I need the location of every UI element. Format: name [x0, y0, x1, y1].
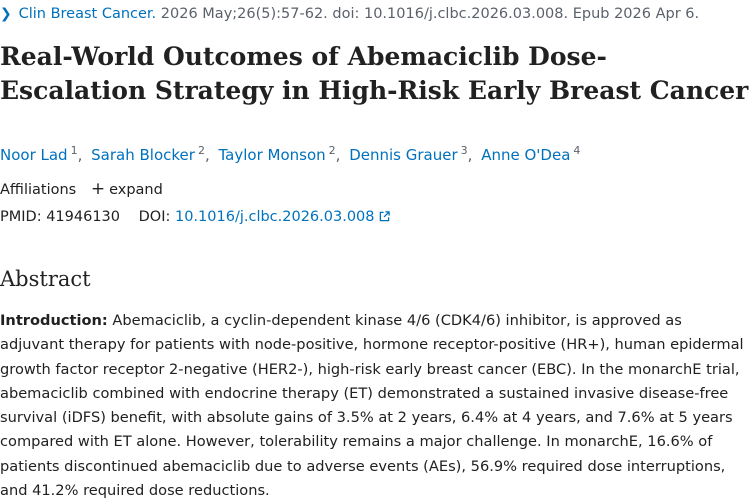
author-separator: ,: [335, 146, 341, 164]
authors-list: Noor Lad 1, Sarah Blocker 2, Taylor Monson…: [0, 140, 580, 166]
doi-link[interactable]: 10.1016/j.clbc.2026.03.008: [175, 209, 390, 225]
affiliation-number[interactable]: 2: [197, 144, 205, 157]
affiliation-number[interactable]: 2: [328, 144, 336, 157]
citation-details: 2026 May;26(5):57-62. doi: 10.1016/j.clb…: [160, 6, 700, 22]
pmid-label: PMID:: [0, 209, 42, 225]
abstract-heading: Abstract: [0, 267, 91, 291]
author-name[interactable]: Anne O'Dea: [481, 146, 571, 164]
author-link[interactable]: Dennis Grauer 3: [349, 144, 468, 164]
author-link[interactable]: Taylor Monson 2: [218, 144, 336, 164]
identifiers-row: PMID: 41946130 DOI: 10.1016/j.clbc.2026.…: [0, 207, 390, 227]
expand-label: expand: [109, 182, 163, 198]
external-link-icon[interactable]: [379, 211, 390, 222]
doi-value[interactable]: 10.1016/j.clbc.2026.03.008: [174, 209, 375, 225]
chevron-right-icon[interactable]: ❯: [0, 6, 12, 22]
affiliation-number[interactable]: 1: [70, 144, 78, 157]
journal-link[interactable]: Clin Breast Cancer.: [18, 6, 157, 22]
affiliations-label: Affiliations: [0, 182, 77, 198]
article-title: Real-World Outcomes of Abemaciclib Dose-…: [0, 42, 749, 105]
citation-line: ❯ Clin Breast Cancer. 2026 May;26(5):57-…: [0, 4, 750, 24]
author-separator: ,: [204, 146, 210, 164]
affiliations-row: Affiliations + expand: [0, 179, 163, 200]
affiliation-number[interactable]: 4: [573, 144, 581, 157]
introduction-text: Abemaciclib, a cyclin-dependent kinase 4…: [0, 312, 744, 500]
author-link[interactable]: Noor Lad 1: [0, 144, 78, 164]
author-name[interactable]: Taylor Monson: [218, 146, 326, 164]
expand-affiliations-button[interactable]: + expand: [90, 179, 163, 199]
author-name[interactable]: Sarah Blocker: [91, 146, 195, 164]
author-link[interactable]: Anne O'Dea 4: [481, 144, 581, 164]
author-separator: ,: [77, 146, 83, 164]
author-link[interactable]: Sarah Blocker 2: [91, 144, 205, 164]
affiliation-number[interactable]: 3: [460, 144, 468, 157]
doi-label: DOI:: [138, 209, 171, 225]
introduction-label: Introduction:: [0, 312, 108, 329]
abstract-introduction: Introduction: Abemaciclib, a cyclin-depe…: [0, 309, 750, 503]
plus-icon: +: [90, 179, 106, 199]
author-name[interactable]: Noor Lad: [0, 146, 68, 164]
pmid-value: 41946130: [46, 209, 121, 225]
author-separator: ,: [467, 146, 473, 164]
author-name[interactable]: Dennis Grauer: [349, 146, 458, 164]
